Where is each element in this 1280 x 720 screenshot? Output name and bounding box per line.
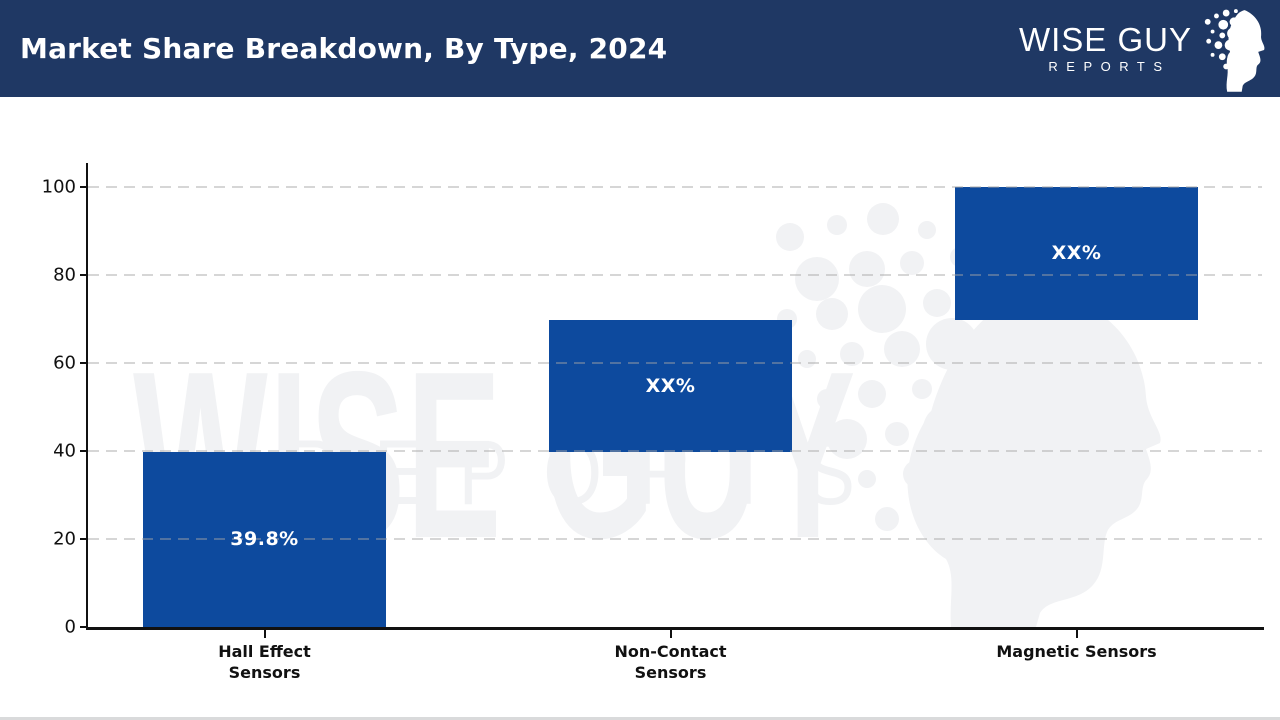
y-tick-60 [80,362,87,364]
gridline-y-100 [88,186,1262,188]
y-tick-label: 0 [64,616,76,638]
brand-head-icon [1204,8,1265,92]
y-tick-label: 40 [53,440,76,462]
bar-2: XX% [549,319,792,452]
y-tick-label: 100 [41,176,76,198]
y-tick-label: 20 [53,528,76,550]
y-tick-80 [80,274,87,276]
brand-logo-main: WISE GUY [1018,21,1192,58]
bar-3: XX% [955,187,1198,320]
x-category-label: Magnetic Sensors [996,642,1157,661]
brand-logo: WISE GUY REPORTS [1019,6,1266,92]
page-title: Market Share Breakdown, By Type, 2024 [20,32,668,65]
bar-value-label: XX% [1051,242,1102,265]
bar-value-label: 39.8% [230,528,299,551]
chart-area: WISE GUY REPORTS 39.8% XX% XX% 0 20 40 60 80 100… [0,97,1280,717]
y-tick-40 [80,450,87,452]
brand-logo-sub: REPORTS [1048,59,1171,74]
gridline-y-80 [88,274,1262,276]
x-category-label: Non-Contact Sensors [614,642,727,683]
bar-1: 39.8% [143,451,386,627]
watermark-head-icon [776,203,1161,627]
x-tick-1 [263,630,266,638]
bar-value-label: XX% [645,374,696,397]
x-tick-3 [1075,630,1078,638]
y-tick-100 [80,186,87,188]
x-axis-line [86,627,1264,630]
y-axis-line [86,163,88,629]
x-tick-2 [669,630,672,638]
gridline-y-60 [88,362,1262,364]
x-category-label: Hall Effect Sensors [218,642,311,683]
header-bar: Market Share Breakdown, By Type, 2024 WI… [0,0,1280,97]
y-tick-20 [80,538,87,540]
y-tick-0 [80,626,87,628]
gridline-y-20 [88,538,1262,540]
gridline-y-40 [88,450,1262,452]
y-tick-label: 60 [53,352,76,374]
brand-logo-text: WISE GUY REPORTS [1019,23,1192,74]
y-tick-label: 80 [53,264,76,286]
